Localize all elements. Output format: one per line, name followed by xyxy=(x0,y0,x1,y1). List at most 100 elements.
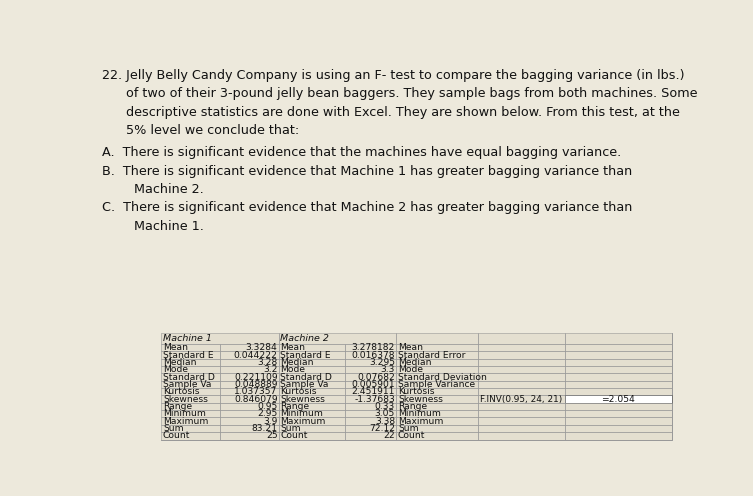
Text: A.  There is significant evidence that the machines have equal bagging variance.: A. There is significant evidence that th… xyxy=(102,146,621,159)
Text: Kurtosis: Kurtosis xyxy=(398,387,434,396)
Text: Skewness: Skewness xyxy=(398,395,443,404)
Bar xyxy=(478,418,565,425)
Bar xyxy=(396,425,478,432)
Bar xyxy=(345,403,396,410)
Bar xyxy=(565,432,672,439)
Bar xyxy=(279,351,345,359)
Bar xyxy=(396,418,478,425)
Text: Sample Va: Sample Va xyxy=(163,380,212,389)
Bar xyxy=(220,359,279,366)
Text: 0.846079: 0.846079 xyxy=(234,395,278,404)
Bar xyxy=(565,403,672,410)
Bar xyxy=(478,373,565,381)
Text: Mode: Mode xyxy=(163,365,188,374)
Text: Range: Range xyxy=(280,402,309,411)
Text: Sample Variance: Sample Variance xyxy=(398,380,475,389)
Bar xyxy=(220,388,279,395)
Bar xyxy=(279,410,345,418)
Bar xyxy=(279,432,345,439)
Bar xyxy=(345,403,396,410)
Bar xyxy=(396,366,478,373)
Bar xyxy=(478,395,565,403)
Bar xyxy=(478,359,565,366)
Bar xyxy=(345,344,396,351)
Bar xyxy=(345,351,396,359)
Text: Range: Range xyxy=(398,402,427,411)
Text: Minimum: Minimum xyxy=(398,409,441,418)
Text: F.INV(0.95, 24, 21): F.INV(0.95, 24, 21) xyxy=(480,395,562,404)
Bar xyxy=(161,359,220,366)
Bar xyxy=(396,395,478,403)
Bar xyxy=(279,425,345,432)
Bar xyxy=(478,403,565,410)
Text: 0.221109: 0.221109 xyxy=(234,372,278,381)
Bar xyxy=(396,333,478,344)
Bar xyxy=(396,410,478,418)
Bar xyxy=(279,418,345,425)
Bar xyxy=(161,344,220,351)
Bar xyxy=(478,403,565,410)
Bar xyxy=(345,388,396,395)
Bar xyxy=(396,381,478,388)
Bar xyxy=(478,381,565,388)
Bar xyxy=(279,432,345,439)
Text: Maximum: Maximum xyxy=(163,417,209,426)
Bar xyxy=(478,425,565,432)
Bar xyxy=(279,351,345,359)
Bar xyxy=(161,373,220,381)
Bar xyxy=(161,418,220,425)
Bar xyxy=(161,418,220,425)
Bar xyxy=(220,344,279,351)
Text: 0.95: 0.95 xyxy=(258,402,278,411)
Bar xyxy=(220,432,279,439)
Bar xyxy=(161,395,220,403)
Text: 2.451911: 2.451911 xyxy=(352,387,395,396)
Bar xyxy=(478,381,565,388)
Bar xyxy=(345,381,396,388)
Bar xyxy=(396,351,478,359)
Bar xyxy=(396,403,478,410)
Text: Standard E: Standard E xyxy=(280,351,331,360)
Bar xyxy=(345,432,396,439)
Text: Standard E: Standard E xyxy=(163,351,214,360)
Bar xyxy=(161,388,220,395)
Text: Median: Median xyxy=(398,358,431,367)
Bar xyxy=(279,344,345,351)
Bar xyxy=(220,351,279,359)
Text: C.  There is significant evidence that Machine 2 has greater bagging variance th: C. There is significant evidence that Ma… xyxy=(102,201,632,214)
Bar xyxy=(345,425,396,432)
Bar xyxy=(161,359,220,366)
Bar xyxy=(345,432,396,439)
Bar xyxy=(565,418,672,425)
Bar xyxy=(565,410,672,418)
Bar xyxy=(161,333,279,344)
Bar xyxy=(565,373,672,381)
Bar xyxy=(565,395,672,403)
Bar xyxy=(345,373,396,381)
Bar xyxy=(565,410,672,418)
Bar xyxy=(565,333,672,344)
Bar xyxy=(345,366,396,373)
Bar xyxy=(279,381,345,388)
Bar xyxy=(478,333,565,344)
Bar xyxy=(478,410,565,418)
Text: Sum: Sum xyxy=(163,424,184,433)
Bar xyxy=(279,381,345,388)
Text: 0.005901: 0.005901 xyxy=(352,380,395,389)
Bar xyxy=(161,425,220,432)
Bar xyxy=(565,359,672,366)
Bar xyxy=(565,395,672,403)
Text: 3.295: 3.295 xyxy=(369,358,395,367)
Bar xyxy=(220,373,279,381)
Bar xyxy=(220,373,279,381)
Bar xyxy=(161,333,672,439)
Bar xyxy=(279,333,396,344)
Bar xyxy=(396,381,478,388)
Text: 22: 22 xyxy=(383,432,395,440)
Text: Standard D: Standard D xyxy=(280,372,332,381)
Bar xyxy=(396,388,478,395)
Bar xyxy=(161,432,220,439)
Bar xyxy=(396,359,478,366)
Bar xyxy=(478,432,565,439)
Bar xyxy=(279,388,345,395)
